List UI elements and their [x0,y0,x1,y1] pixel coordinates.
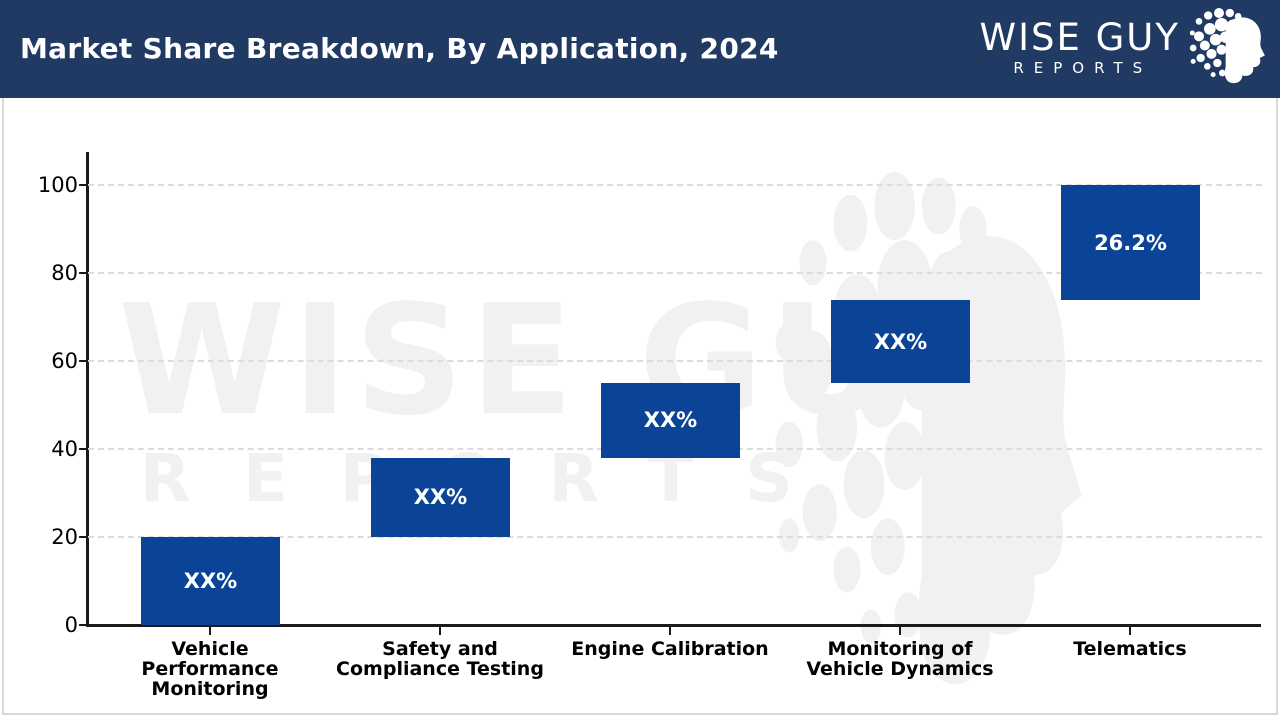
x-tick-mark [209,627,211,635]
x-axis-line [86,624,1261,627]
x-category-label: Safety and Compliance Testing [336,638,544,680]
content-frame-border [2,40,1278,715]
x-category-label: Monitoring of Vehicle Dynamics [806,638,994,680]
bar [831,300,970,383]
x-tick-mark [669,627,671,635]
y-tick-mark [79,184,87,186]
y-tick-mark [79,448,87,450]
header-bar: Market Share Breakdown, By Application, … [0,0,1280,98]
logo-wordmark: WISE GUY [979,16,1180,59]
y-tick-label: 60 [51,349,78,373]
x-category-label: Telematics [1073,638,1187,660]
logo-subtitle: REPORTS [1013,59,1153,77]
gridline [88,536,1262,538]
y-tick-mark [79,272,87,274]
bar-value-label: XX% [643,408,698,433]
bar [141,537,280,625]
y-tick-label: 40 [51,437,78,461]
bar-value-label: XX% [183,569,238,593]
bar [601,383,740,458]
y-tick-mark [79,624,87,626]
x-category-label: Vehicle Performance Monitoring [141,638,279,700]
x-category-label: Engine Calibration [571,638,769,660]
bar [1061,185,1200,301]
y-tick-label: 100 [37,173,78,197]
x-tick-mark [1129,627,1131,635]
page-title: Market Share Breakdown, By Application, … [20,32,779,65]
logo-text: WISE GUY REPORTS [980,18,1180,78]
bar [371,457,510,537]
watermark-head-icon [775,172,1082,685]
y-tick-label: 0 [64,613,78,637]
y-tick-label: 20 [51,525,78,549]
gridline [88,272,1262,274]
y-axis-line [86,152,89,627]
y-tick-label: 80 [51,261,78,285]
bar-value-label: XX% [413,485,468,510]
x-tick-mark [439,627,441,635]
gridline [88,184,1262,186]
logo-head-icon [1189,8,1265,84]
x-tick-mark [899,627,901,635]
y-tick-mark [79,360,87,362]
bar-value-label: XX% [873,329,928,354]
y-tick-mark [79,536,87,538]
bar-value-label: 26.2% [1094,230,1167,255]
wiseguy-logo: WISE GUY REPORTS [980,8,1266,88]
gridline [88,360,1262,362]
